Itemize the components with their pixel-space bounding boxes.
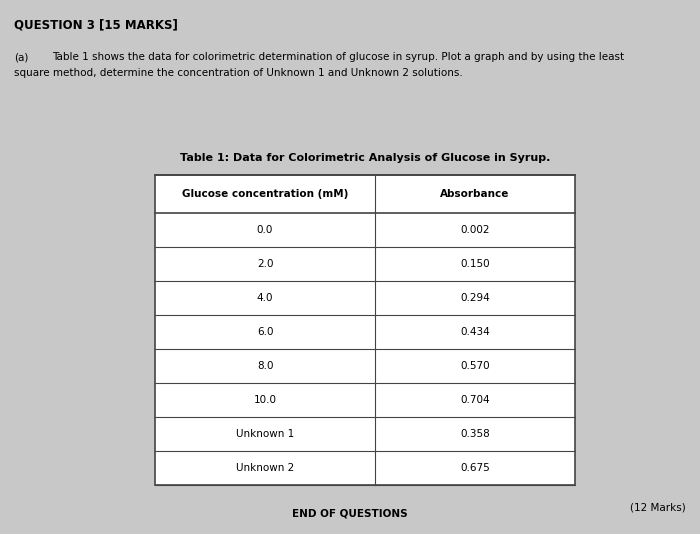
- Text: 0.150: 0.150: [460, 259, 490, 269]
- Text: QUESTION 3 [15 MARKS]: QUESTION 3 [15 MARKS]: [14, 18, 178, 31]
- Text: Table 1 shows the data for colorimetric determination of glucose in syrup. Plot : Table 1 shows the data for colorimetric …: [52, 52, 624, 62]
- Text: 6.0: 6.0: [257, 327, 273, 337]
- Text: Table 1: Data for Colorimetric Analysis of Glucose in Syrup.: Table 1: Data for Colorimetric Analysis …: [180, 153, 550, 163]
- Text: 10.0: 10.0: [253, 395, 276, 405]
- Text: square method, determine the concentration of Unknown 1 and Unknown 2 solutions.: square method, determine the concentrati…: [14, 68, 463, 78]
- Text: 0.434: 0.434: [460, 327, 490, 337]
- Text: 0.675: 0.675: [460, 463, 490, 473]
- Text: Glucose concentration (mM): Glucose concentration (mM): [182, 189, 348, 199]
- Text: Unknown 2: Unknown 2: [236, 463, 294, 473]
- Text: 2.0: 2.0: [257, 259, 273, 269]
- Text: 0.0: 0.0: [257, 225, 273, 235]
- Text: 0.294: 0.294: [460, 293, 490, 303]
- Text: 8.0: 8.0: [257, 361, 273, 371]
- Bar: [155, 175, 575, 485]
- Text: 4.0: 4.0: [257, 293, 273, 303]
- Text: 0.358: 0.358: [460, 429, 490, 439]
- Text: (a): (a): [14, 52, 29, 62]
- Text: END OF QUESTIONS: END OF QUESTIONS: [292, 508, 408, 518]
- Text: 0.704: 0.704: [460, 395, 490, 405]
- Text: Absorbance: Absorbance: [440, 189, 510, 199]
- Text: (12 Marks): (12 Marks): [630, 503, 686, 513]
- Text: 0.570: 0.570: [460, 361, 490, 371]
- Text: Unknown 1: Unknown 1: [236, 429, 294, 439]
- Text: 0.002: 0.002: [461, 225, 490, 235]
